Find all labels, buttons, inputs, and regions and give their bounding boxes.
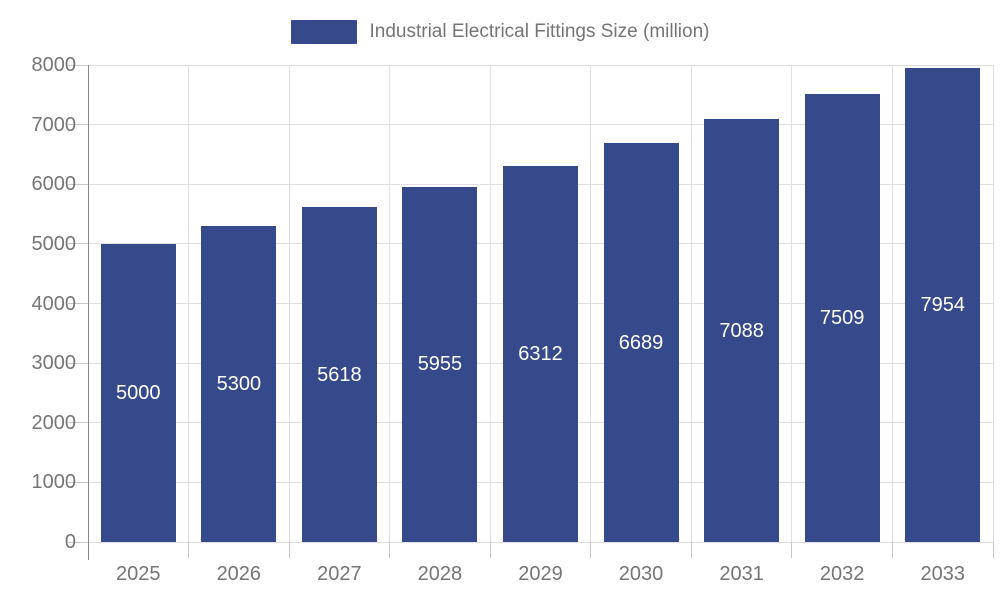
x-axis-tick [690, 542, 692, 558]
x-tick-label: 2029 [518, 563, 563, 585]
bar-value-label: 5000 [116, 381, 161, 404]
bar [402, 186, 478, 542]
y-axis-tick [68, 303, 88, 304]
v-gridline [288, 65, 290, 542]
h-gridline [88, 541, 993, 543]
v-gridline [791, 65, 793, 542]
y-tick-label: 6000 [31, 173, 77, 196]
v-gridline [590, 65, 592, 542]
bar [804, 94, 880, 542]
y-tick-label: 8000 [31, 54, 77, 76]
x-axis-tick [489, 542, 491, 558]
x-axis-tick [791, 542, 793, 558]
v-gridline [489, 65, 491, 542]
bar [704, 119, 780, 542]
h-gridline [88, 124, 993, 126]
x-tick-label: 2030 [618, 563, 664, 585]
bar-value-label: 6689 [618, 331, 664, 354]
y-axis-tick [68, 243, 88, 245]
x-tick-label: 2027 [317, 563, 362, 585]
x-tick-label: 2025 [116, 563, 161, 585]
y-tick-label: 4000 [31, 292, 77, 315]
x-axis-tick [188, 542, 190, 558]
x-tick-label: 2026 [216, 563, 262, 585]
x-axis-tick [891, 542, 893, 558]
y-tick-label: 2000 [31, 411, 77, 434]
bar [503, 165, 578, 542]
x-tick-label: 2028 [417, 563, 463, 585]
bar-value-label: 5955 [417, 353, 463, 376]
v-gridline [690, 65, 692, 542]
bar [201, 225, 277, 542]
y-axis-line [87, 65, 89, 560]
bar-value-label: 6312 [518, 342, 563, 365]
x-axis-tick [288, 542, 290, 558]
bar-value-label: 5618 [317, 363, 362, 386]
y-axis-tick [68, 124, 88, 126]
bar-value-label: 5300 [216, 372, 262, 395]
legend[interactable]: Industrial Electrical Fittings Size (mil… [0, 18, 1000, 46]
bar-value-label: 7954 [920, 293, 965, 316]
x-axis-tick [590, 542, 592, 558]
y-axis-tick [68, 422, 88, 424]
h-gridline [88, 64, 993, 66]
y-tick-label: 3000 [31, 352, 77, 375]
bar [100, 243, 176, 542]
bar [603, 143, 679, 542]
x-axis-tick [992, 542, 994, 558]
y-tick-label: 0 [64, 531, 76, 553]
y-axis-tick [68, 362, 88, 364]
x-axis-tick [389, 542, 391, 558]
x-tick-label: 2033 [920, 563, 965, 585]
y-tick-label: 5000 [31, 232, 77, 255]
legend-swatch [290, 20, 357, 44]
v-gridline [891, 65, 893, 542]
bar [301, 207, 377, 542]
bar-value-label: 7509 [819, 307, 865, 330]
bar-value-label: 7088 [719, 319, 764, 342]
v-gridline [188, 65, 190, 542]
y-tick-label: 7000 [31, 113, 77, 136]
y-axis-tick [68, 541, 88, 543]
legend-label: Industrial Electrical Fittings Size (mil… [369, 21, 710, 42]
v-gridline [992, 65, 994, 542]
x-tick-label: 2032 [819, 563, 865, 585]
y-axis-tick [68, 481, 88, 483]
v-gridline [389, 65, 391, 542]
y-axis-tick [68, 64, 88, 66]
bar [905, 67, 981, 542]
y-axis-tick [68, 183, 88, 185]
y-tick-label: 1000 [31, 471, 77, 494]
x-tick-label: 2031 [719, 563, 764, 585]
